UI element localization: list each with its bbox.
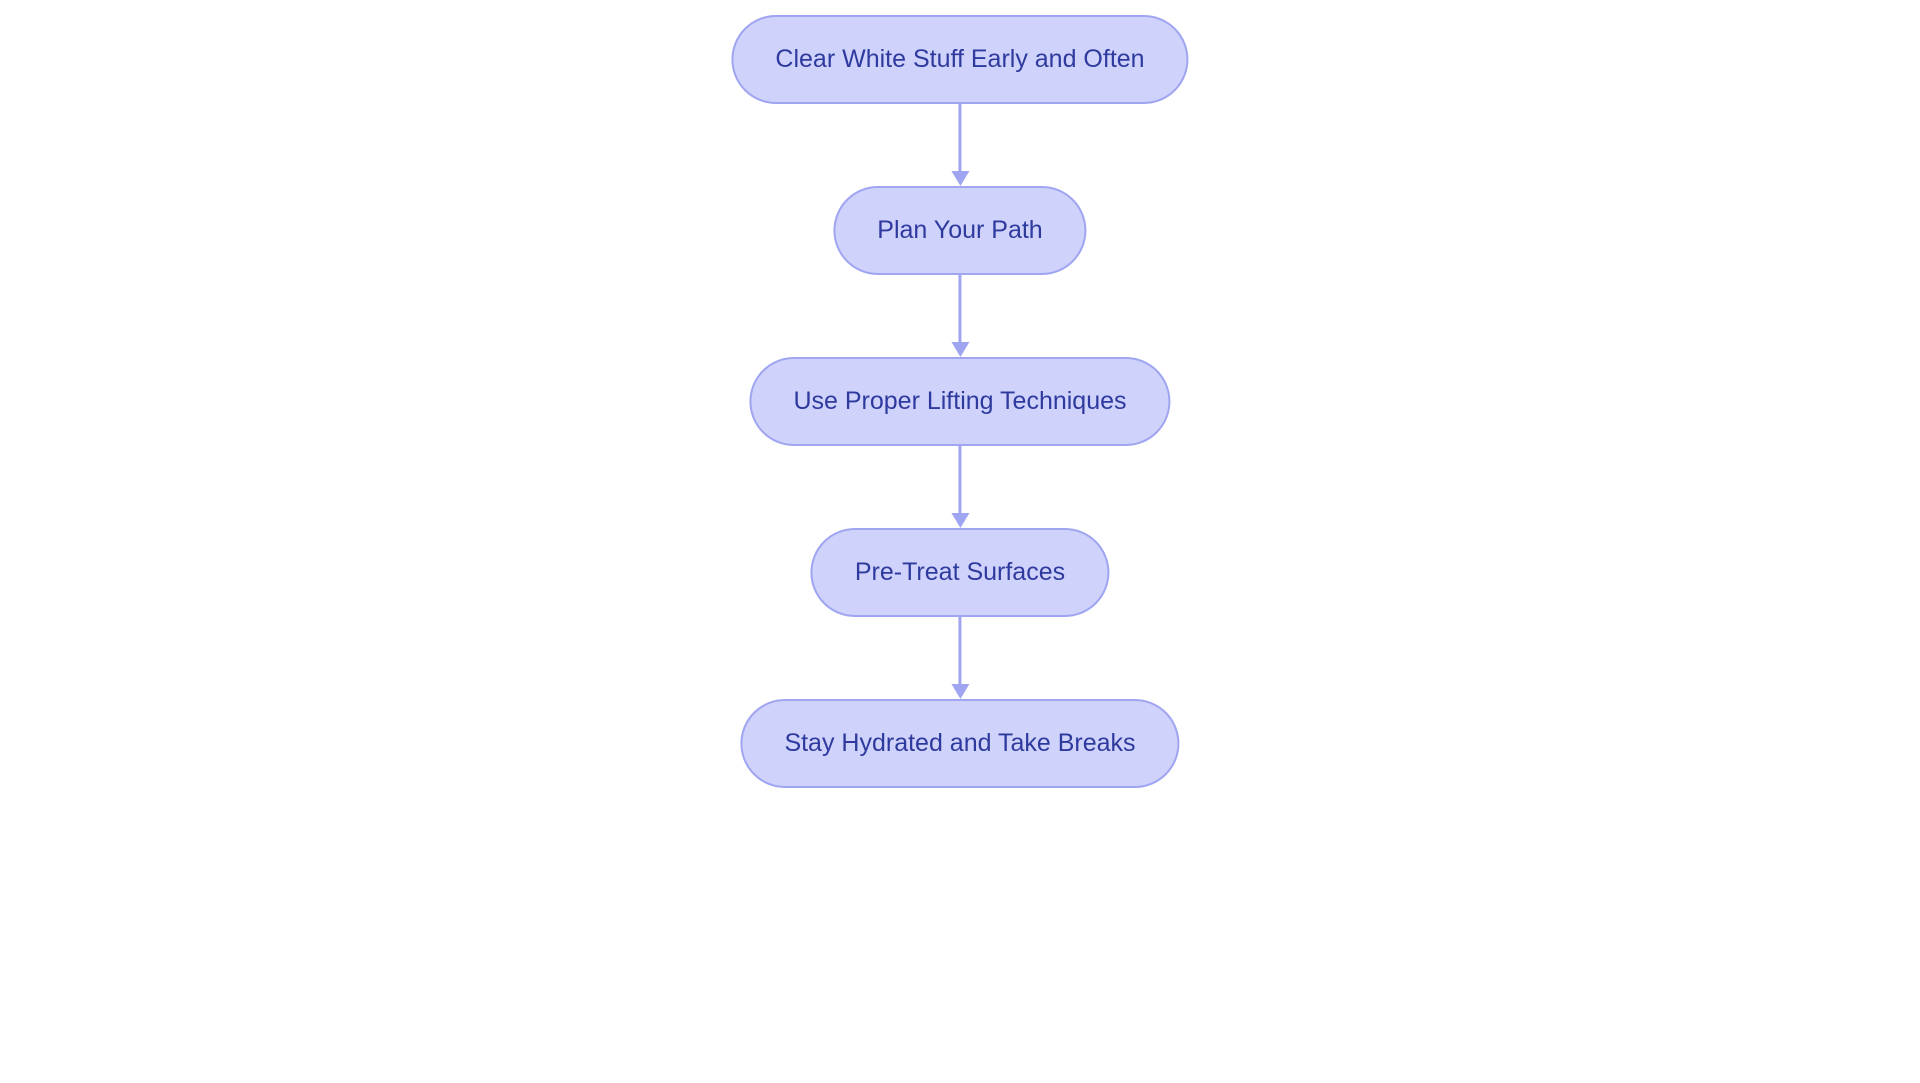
node-label: Use Proper Lifting Techniques	[793, 387, 1126, 415]
flowchart-node: Use Proper Lifting Techniques	[749, 357, 1170, 446]
node-label: Pre-Treat Surfaces	[855, 558, 1065, 586]
connector-line	[959, 275, 962, 342]
flowchart-connector	[951, 446, 969, 528]
arrow-down-icon	[951, 171, 969, 186]
arrow-down-icon	[951, 684, 969, 699]
flowchart-connector	[951, 617, 969, 699]
node-label: Clear White Stuff Early and Often	[775, 45, 1144, 73]
node-label: Plan Your Path	[877, 216, 1042, 244]
flowchart-node: Plan Your Path	[833, 186, 1086, 275]
arrow-down-icon	[951, 342, 969, 357]
flowchart-node: Stay Hydrated and Take Breaks	[740, 699, 1179, 788]
flowchart-connector	[951, 104, 969, 186]
connector-line	[959, 617, 962, 684]
flowchart-container: Clear White Stuff Early and Often Plan Y…	[731, 15, 1188, 788]
connector-line	[959, 446, 962, 513]
flowchart-connector	[951, 275, 969, 357]
connector-line	[959, 104, 962, 171]
flowchart-node: Clear White Stuff Early and Often	[731, 15, 1188, 104]
node-label: Stay Hydrated and Take Breaks	[784, 729, 1135, 757]
arrow-down-icon	[951, 513, 969, 528]
flowchart-node: Pre-Treat Surfaces	[811, 528, 1109, 617]
